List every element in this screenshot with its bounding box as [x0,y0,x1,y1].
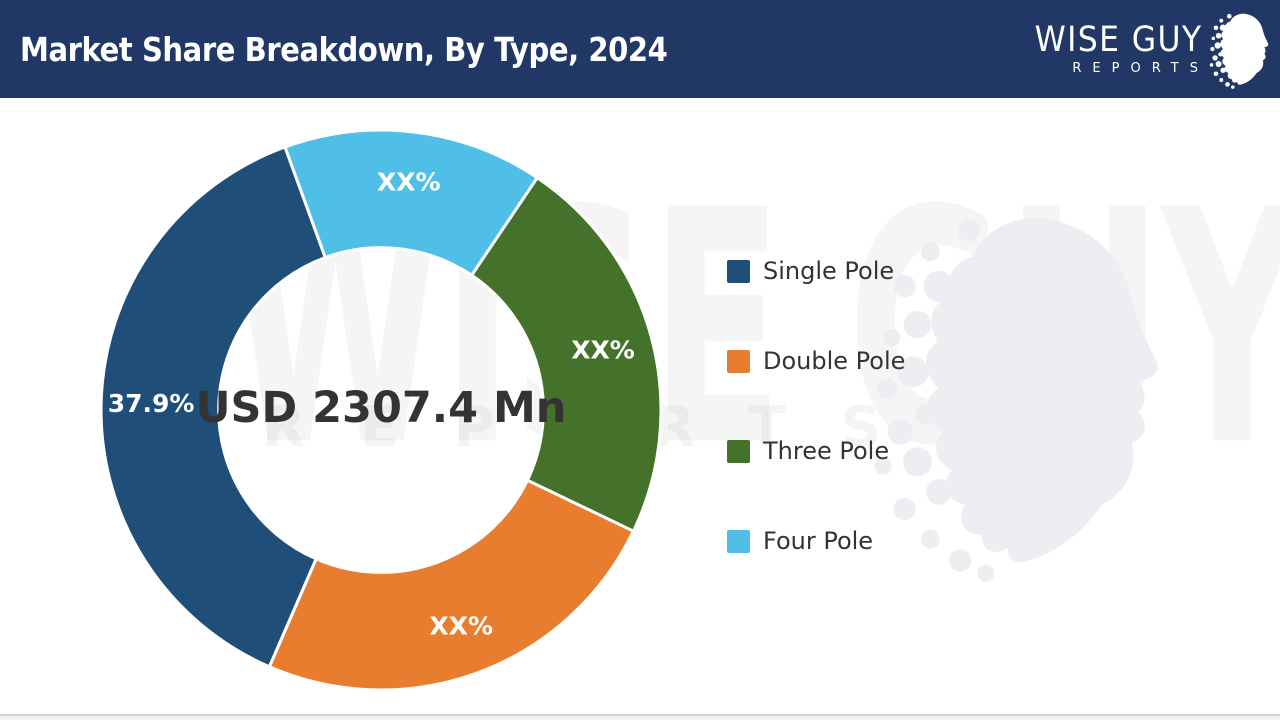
segment-label-three-pole: XX% [571,335,635,364]
footer-divider [0,714,1280,720]
legend-swatch-double-pole [727,349,750,373]
legend-item-four-pole[interactable]: Four Pole [727,529,905,553]
legend-item-three-pole[interactable]: Three Pole [727,439,905,463]
segment-label-double-pole: XX% [429,611,493,640]
chart-legend: Single Pole Double Pole Three Pole Four Pol… [727,259,905,619]
legend-swatch-four-pole [727,529,750,553]
donut-segment-single-pole[interactable] [99,145,327,669]
legend-label: Double Pole [763,347,906,375]
segment-label-single-pole: 37.9% [108,389,195,418]
logo-text: WISE GUY REPORTS [1016,20,1203,76]
legend-label: Three Pole [763,437,890,465]
logo-subtitle: REPORTS [1072,61,1209,76]
donut-segment-three-pole[interactable] [470,176,663,533]
legend-item-double-pole[interactable]: Double Pole [727,349,905,373]
logo-face-icon [1208,9,1270,89]
logo-wordmark: WISE GUY [1035,20,1203,60]
logo: WISE GUY REPORTS [1016,0,1270,98]
legend-swatch-three-pole [727,439,750,463]
watermark-face-icon [866,196,1166,582]
segment-label-four-pole: XX% [377,167,441,196]
header-bar: Market Share Breakdown, By Type, 2024 WI… [0,0,1280,98]
page-title: Market Share Breakdown, By Type, 2024 [20,29,668,69]
chart-center-value: USD 2307.4 Mn [195,383,567,433]
legend-label: Four Pole [763,527,874,555]
legend-swatch-single-pole [727,259,750,283]
donut-segment-double-pole[interactable] [267,478,635,692]
donut-chart[interactable]: 37.9% XX% XX% XX% [81,105,681,715]
legend-item-single-pole[interactable]: Single Pole [727,259,905,283]
legend-label: Single Pole [763,257,895,285]
